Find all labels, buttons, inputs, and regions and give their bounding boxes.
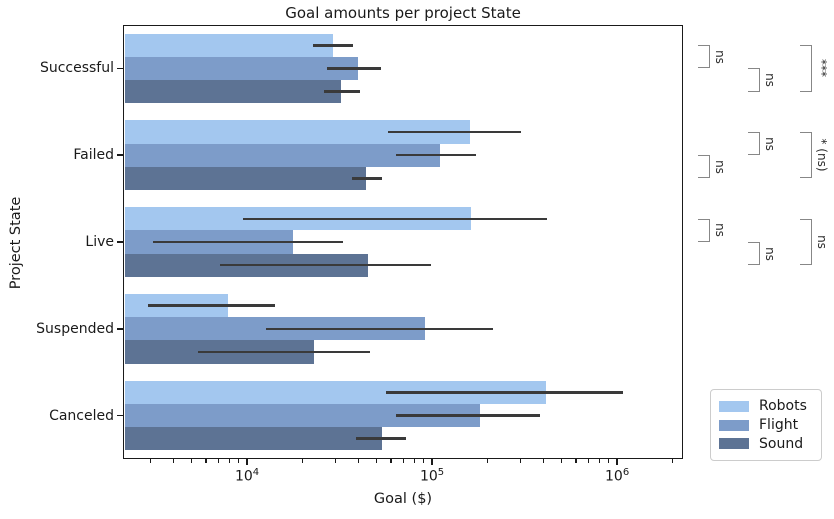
legend-item-sound: Sound [719, 434, 811, 453]
sig-label-live-robots-flight: ns [713, 223, 727, 238]
error-bar-sound-live [219, 263, 432, 267]
legend-swatch-flight [719, 419, 749, 431]
error-bar-robots-failed [388, 130, 522, 134]
legend: Robots Flight Sound [710, 389, 822, 461]
error-bar-robots-canceled [385, 391, 624, 394]
legend-item-flight: Flight [719, 416, 811, 435]
bar-sound-failed [124, 166, 367, 190]
x-tick-label-1e6: 106 [605, 467, 630, 485]
x-minor-tick [190, 459, 192, 463]
legend-label-flight: Flight [759, 417, 799, 433]
error-bar-flight-failed [395, 153, 477, 157]
sig-bracket-live-flight-sound [748, 242, 760, 266]
bar-sound-canceled [124, 427, 383, 451]
y-tick-canceled [117, 414, 123, 417]
x-minor-tick [413, 459, 415, 463]
error-bar-sound-failed [352, 177, 383, 180]
x-minor-tick [402, 459, 404, 463]
bar-robots-successful [124, 33, 333, 57]
bar-flight-successful [124, 56, 359, 80]
y-tick-suspended [117, 328, 123, 330]
y-axis-label: Project State [8, 196, 24, 290]
error-bar-flight-successful [326, 67, 382, 70]
legend-swatch-sound [719, 438, 749, 450]
sig-label-successful-robots-sound: *** [815, 59, 829, 78]
error-bar-sound-successful [324, 90, 361, 93]
x-minor-tick [587, 459, 590, 463]
x-tick-label-1e4: 104 [234, 467, 260, 485]
sig-bracket-failed-robots-sound [800, 132, 812, 179]
sig-bracket-successful-robots-sound [800, 45, 812, 92]
sig-label-successful-robots-flight: ns [713, 49, 727, 64]
error-bar-flight-live [152, 240, 343, 244]
x-minor-tick [542, 459, 545, 463]
error-bar-sound-suspended [197, 350, 371, 354]
error-bar-sound-canceled [356, 437, 407, 440]
x-tick-label-1e5: 105 [419, 467, 445, 485]
x-minor-tick [487, 459, 489, 463]
sig-bracket-failed-robots-flight [748, 132, 760, 156]
sig-bracket-live-robots-flight [698, 218, 710, 242]
y-tick-label-suspended: Suspended [36, 320, 114, 337]
sig-bracket-successful-flight-sound [748, 68, 760, 92]
x-minor-tick [149, 459, 151, 463]
x-minor-tick [560, 459, 562, 463]
x-major-tick-1e6 [616, 459, 618, 465]
y-tick-failed [117, 154, 123, 156]
x-minor-tick [598, 459, 600, 463]
x-minor-tick [237, 459, 240, 463]
error-bar-robots-live [242, 217, 548, 221]
sig-label-failed-robots-flight: ns [763, 136, 777, 151]
x-minor-tick [302, 459, 304, 463]
x-major-tick-1e4 [246, 459, 248, 465]
plot-area [123, 25, 683, 459]
sig-bracket-failed-flight-sound [698, 155, 710, 179]
legend-swatch-robots [719, 400, 749, 412]
x-minor-tick [519, 459, 521, 463]
error-bar-robots-suspended [147, 304, 276, 307]
sig-bracket-successful-robots-flight [698, 45, 710, 69]
legend-item-robots: Robots [719, 397, 811, 416]
bar-flight-failed [124, 143, 440, 167]
x-minor-tick [375, 459, 377, 463]
x-minor-tick [228, 459, 230, 463]
x-axis-label: Goal ($) [373, 491, 433, 507]
x-minor-tick [575, 459, 577, 463]
bar-robots-canceled [124, 380, 547, 405]
x-minor-tick [357, 459, 360, 463]
bar-sound-successful [124, 79, 341, 104]
sig-label-live-flight-sound: ns [763, 246, 777, 261]
sig-label-live-robots-sound: ns [815, 235, 829, 249]
y-tick-label-live: Live [85, 234, 114, 250]
x-minor-tick [334, 459, 336, 463]
y-tick-successful [117, 67, 123, 70]
y-tick-label-failed: Failed [73, 147, 114, 164]
sig-label-successful-flight-sound: ns [763, 73, 777, 87]
x-minor-tick [608, 459, 610, 463]
bar-robots-failed [124, 120, 470, 144]
y-tick-live [117, 241, 123, 243]
x-minor-tick [390, 459, 392, 463]
sig-label-failed-flight-sound: ns [713, 159, 727, 174]
x-minor-tick [217, 459, 219, 463]
chart-title: Goal amounts per project State [285, 4, 521, 22]
error-bar-flight-canceled [395, 414, 541, 417]
error-bar-robots-successful [312, 44, 354, 47]
sig-label-failed-robots-sound: * (ns) [815, 138, 829, 172]
y-tick-label-canceled: Canceled [49, 407, 114, 424]
x-minor-tick [205, 459, 207, 463]
legend-label-sound: Sound [759, 435, 804, 452]
bar-flight-canceled [124, 404, 481, 428]
x-minor-tick [172, 459, 174, 463]
x-minor-tick [672, 459, 674, 463]
legend-label-robots: Robots [759, 398, 807, 415]
y-tick-label-successful: Successful [39, 60, 114, 77]
x-minor-tick [423, 459, 425, 463]
error-bar-flight-suspended [266, 327, 494, 331]
sig-bracket-live-robots-sound [800, 218, 812, 266]
x-major-tick-1e5 [431, 459, 433, 465]
